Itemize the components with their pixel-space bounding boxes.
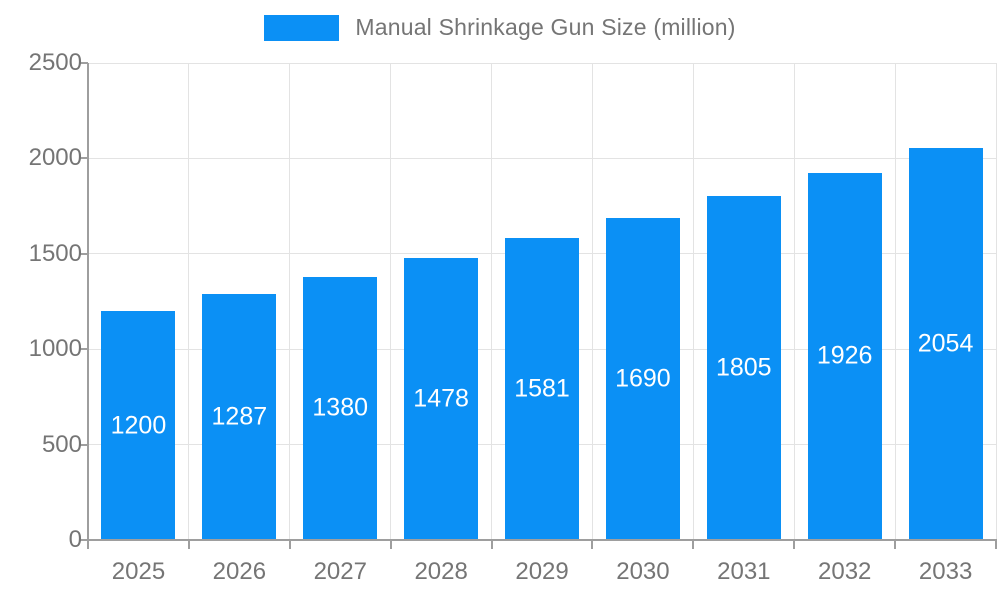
x-axis-line <box>80 539 997 541</box>
gridline-vertical <box>793 63 795 540</box>
x-axis-tick <box>793 541 796 549</box>
bar-2029[interactable] <box>505 238 579 540</box>
gridline-vertical <box>188 63 190 540</box>
gridline-vertical <box>894 63 896 540</box>
x-axis-tick <box>187 541 190 549</box>
bar-2033[interactable] <box>908 148 983 540</box>
bar-2026[interactable] <box>202 294 277 540</box>
gridline-vertical <box>995 63 997 540</box>
x-axis-tick <box>995 541 997 549</box>
bar-value-label: 1926 <box>816 341 873 370</box>
bar-2032[interactable] <box>807 172 882 540</box>
bar-2028[interactable] <box>404 258 479 540</box>
bar-value-label: 1581 <box>514 374 570 403</box>
gridline-vertical <box>591 63 593 540</box>
bar-2027[interactable] <box>303 276 378 540</box>
x-tick-label: 2033 <box>918 558 973 585</box>
bar-value-label: 1805 <box>715 353 772 382</box>
x-axis-tick <box>894 541 897 549</box>
y-tick-label: 0 <box>68 526 82 553</box>
x-axis-tick <box>591 541 594 549</box>
bar-value-label: 1478 <box>413 384 469 413</box>
y-axis-tick <box>80 62 88 64</box>
bar-2031[interactable] <box>706 195 781 540</box>
x-tick-label: 2025 <box>111 558 166 585</box>
y-axis-tick <box>80 539 88 541</box>
bar-value-label: 1380 <box>312 393 369 422</box>
bar-value-label: 2054 <box>917 329 974 358</box>
chart-legend: Manual Shrinkage Gun Size (million) <box>0 14 1000 41</box>
plot-area: 1200 1287 1380 1478 1581 1690 1805 1926 2054 <box>88 62 997 540</box>
y-tick-label: 2500 <box>28 49 82 76</box>
bar-value-label: 1287 <box>211 402 268 431</box>
gridline-vertical <box>692 63 694 540</box>
legend-swatch-icon <box>264 14 340 41</box>
x-tick-label: 2030 <box>616 558 670 585</box>
gridline-horizontal <box>88 157 996 159</box>
x-tick-label: 2031 <box>717 558 771 585</box>
y-tick-label: 500 <box>41 430 82 458</box>
gridline-vertical <box>491 63 493 540</box>
gridline-vertical <box>390 63 392 540</box>
bar-value-label: 1200 <box>110 411 167 440</box>
x-axis-tick <box>692 541 695 549</box>
y-axis-line <box>87 63 89 542</box>
gridline-horizontal <box>88 62 996 64</box>
gridline-vertical <box>289 63 291 540</box>
x-tick-label: 2028 <box>414 558 468 585</box>
x-tick-label: 2026 <box>212 558 267 585</box>
bar-2030[interactable] <box>605 217 680 540</box>
y-axis-tick <box>80 443 88 446</box>
y-axis-tick <box>80 157 88 160</box>
y-axis-tick <box>80 252 88 255</box>
x-tick-label: 2029 <box>515 558 569 585</box>
x-axis-tick <box>389 541 392 549</box>
x-axis-tick <box>288 541 291 549</box>
bar-value-label: 1690 <box>615 364 671 393</box>
y-tick-label: 2000 <box>28 144 82 172</box>
y-axis-tick <box>80 348 88 351</box>
x-axis-tick <box>87 541 89 549</box>
x-axis-tick <box>490 541 493 549</box>
legend-label: Manual Shrinkage Gun Size (million) <box>355 14 736 40</box>
x-tick-label: 2027 <box>313 558 367 585</box>
y-tick-label: 1500 <box>28 239 82 267</box>
bar-2025[interactable] <box>101 311 176 540</box>
y-tick-label: 1000 <box>28 335 82 363</box>
x-tick-label: 2032 <box>818 558 872 585</box>
